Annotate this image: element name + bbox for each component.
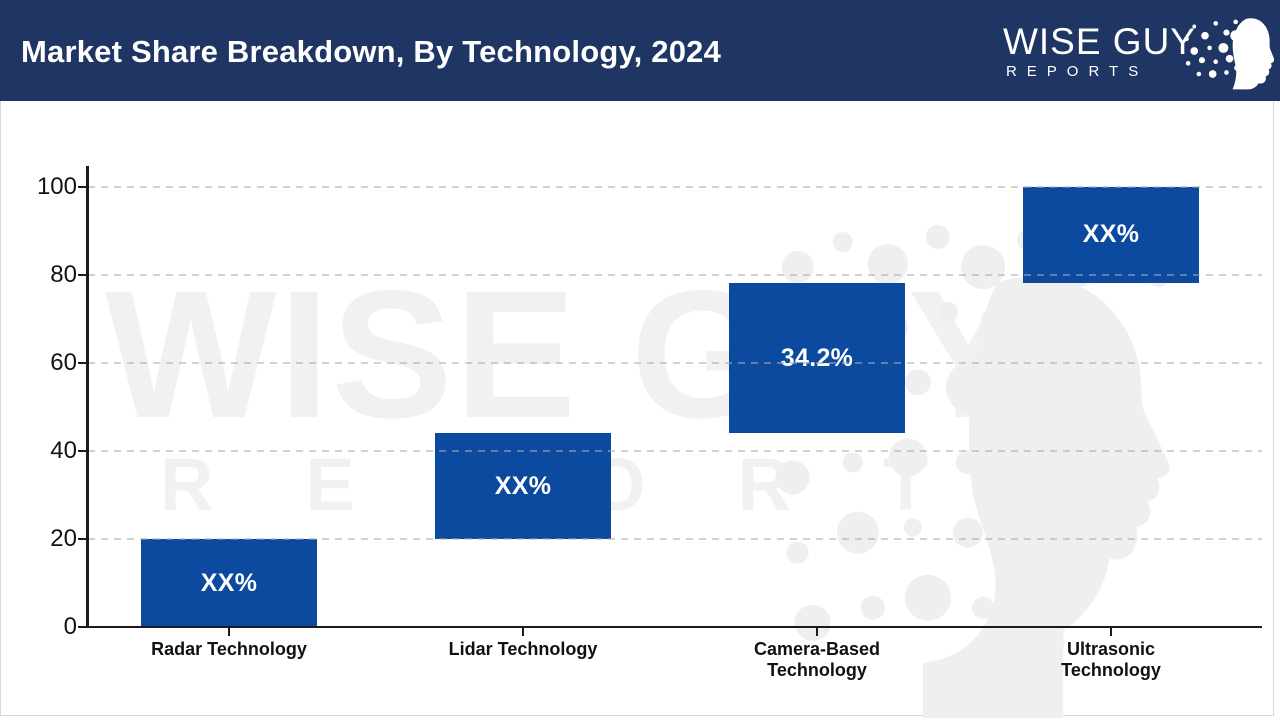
y-tick-label-60: 60 bbox=[50, 349, 77, 376]
x-category-label-0: Radar Technology bbox=[151, 639, 307, 659]
bar-value-label-0: XX% bbox=[200, 568, 258, 597]
y-tickmark-60 bbox=[78, 362, 86, 364]
logo-text: WISE GUY REPORTS bbox=[1002, 20, 1196, 80]
x-tickmark-0 bbox=[228, 628, 230, 636]
y-tick-label-80: 80 bbox=[50, 261, 77, 288]
gridline-y40 bbox=[88, 450, 1262, 452]
x-tickmark-3 bbox=[1110, 628, 1112, 636]
x-category-label-3: Ultrasonic Technology bbox=[1061, 639, 1161, 680]
logo-brand-text: WISE GUY bbox=[1002, 20, 1196, 62]
x-tickmark-2 bbox=[816, 628, 818, 636]
y-tickmark-20 bbox=[78, 538, 86, 540]
y-tickmark-40 bbox=[78, 450, 86, 452]
y-tickmark-80 bbox=[78, 274, 86, 276]
bar-3: XX% bbox=[1023, 187, 1199, 283]
wise-guy-reports-logo: WISE GUY REPORTS bbox=[1003, 6, 1274, 96]
logo-sub-text: REPORTS bbox=[1005, 62, 1149, 80]
bar-value-label-3: XX% bbox=[1082, 220, 1140, 249]
y-tick-label-40: 40 bbox=[50, 437, 77, 464]
y-tickmark-0 bbox=[78, 626, 86, 628]
bar-value-label-1: XX% bbox=[494, 471, 552, 500]
x-category-label-1: Lidar Technology bbox=[448, 639, 598, 659]
x-axis-line bbox=[86, 625, 1262, 628]
x-category-label-2: Camera-Based Technology bbox=[753, 639, 881, 680]
y-tick-label-100: 100 bbox=[36, 173, 77, 200]
gridline-y20 bbox=[88, 538, 1262, 540]
x-tickmark-1 bbox=[522, 628, 524, 636]
y-tick-label-0: 0 bbox=[63, 613, 77, 640]
header-bar: Market Share Breakdown, By Technology, 2… bbox=[0, 0, 1280, 101]
y-tickmark-100 bbox=[78, 186, 86, 188]
bar-value-label-2: 34.2% bbox=[780, 343, 854, 372]
y-tick-label-20: 20 bbox=[50, 525, 77, 552]
gridline-y80 bbox=[88, 274, 1262, 276]
y-axis-line bbox=[86, 166, 89, 628]
logo-head-profile-icon bbox=[1184, 18, 1274, 90]
bar-0: XX% bbox=[141, 539, 317, 627]
gridline-y100 bbox=[88, 186, 1262, 188]
gridline-y60 bbox=[88, 362, 1262, 364]
bar-2: 34.2% bbox=[729, 282, 905, 434]
chart-title: Market Share Breakdown, By Technology, 2… bbox=[21, 34, 722, 69]
